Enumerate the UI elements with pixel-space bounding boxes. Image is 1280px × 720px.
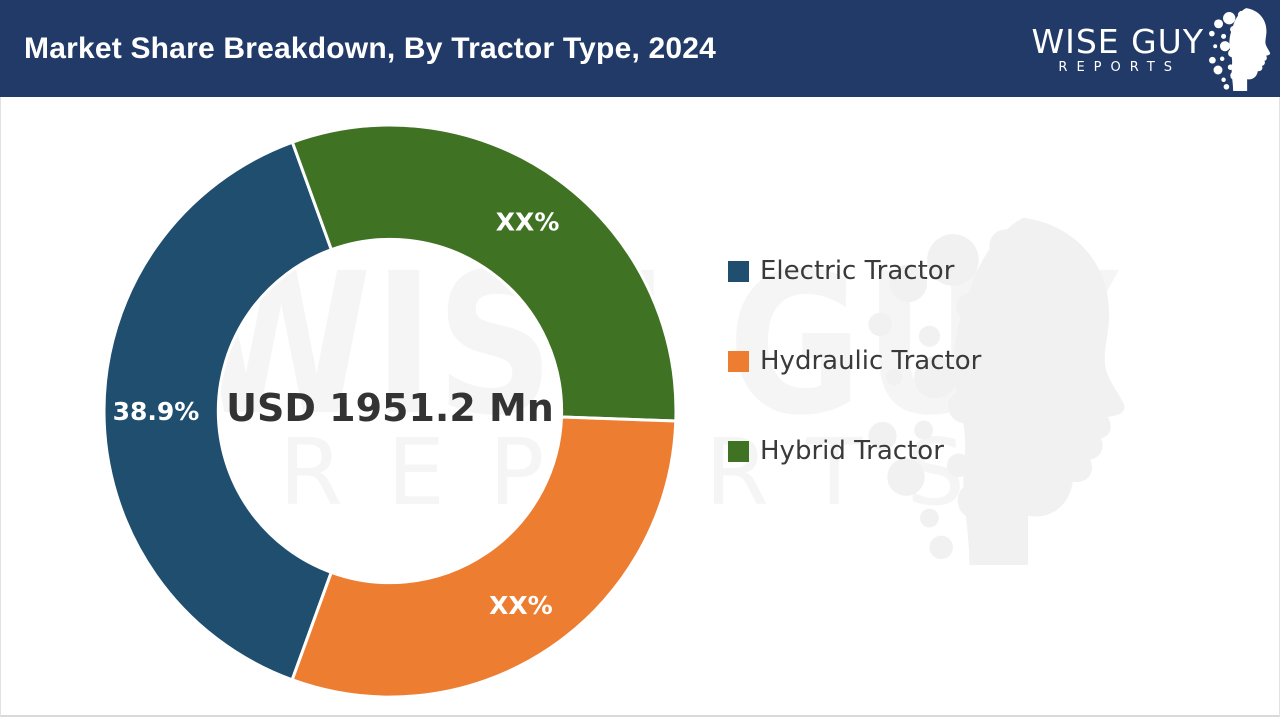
slice-label-electric-tractor: 38.9%: [113, 397, 200, 426]
slice-label-hydraulic-tractor: XX%: [489, 591, 553, 620]
legend-swatch-electric: [728, 260, 749, 282]
donut-slice-hydraulic-tractor: [290, 415, 678, 699]
donut-center-value: USD 1951.2 Mn: [226, 386, 554, 430]
page-title: Market Share Breakdown, By Tractor Type,…: [24, 31, 717, 65]
logo-face-icon: [1209, 8, 1271, 91]
legend-item-hydraulic-tractor: Hydraulic Tractor: [728, 347, 981, 375]
legend-label: Hybrid Tractor: [760, 436, 944, 466]
legend-swatch-hydraulic: [728, 350, 749, 372]
wiseguy-logo: WISE GUY REPORTS: [1031, 5, 1272, 93]
logo-wordmark: WISE GUY: [1031, 22, 1204, 62]
donut-slice-electric-tractor: [102, 140, 333, 682]
header: Market Share Breakdown, By Tractor Type,…: [0, 0, 1280, 97]
logo-subtitle: REPORTS: [1058, 59, 1182, 75]
legend-label: Hydraulic Tractor: [760, 346, 982, 376]
legend: Electric Tractor Hydraulic Tractor Hybri…: [728, 257, 981, 527]
legend-item-electric-tractor: Electric Tractor: [728, 257, 981, 285]
legend-swatch-hybrid: [728, 440, 749, 462]
legend-label: Electric Tractor: [760, 256, 955, 286]
slice-label-hybrid-tractor: XX%: [496, 208, 560, 237]
donut-slice-hybrid-tractor: [290, 123, 678, 423]
donut-chart: 38.9% XX% XX%: [102, 123, 678, 699]
logo-text: WISE GUY REPORTS: [1031, 22, 1204, 75]
legend-item-hybrid-tractor: Hybrid Tractor: [728, 437, 981, 465]
chart-area: WISE GUY REPORTS 38.9%XX%XX% USD 1951.2 …: [0, 97, 1280, 717]
